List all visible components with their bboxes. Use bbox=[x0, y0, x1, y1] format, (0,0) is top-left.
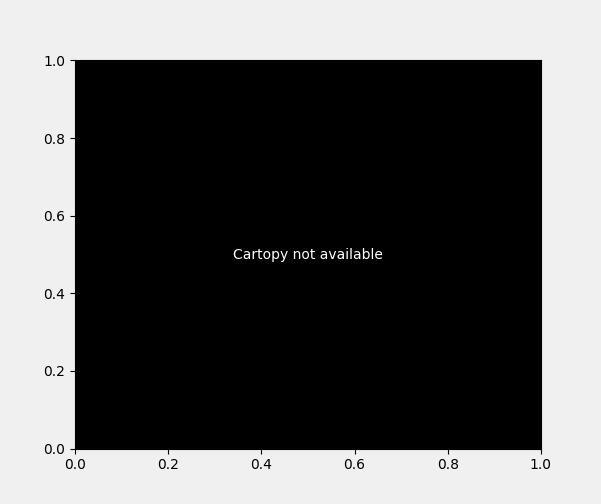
Text: Cartopy not available: Cartopy not available bbox=[233, 247, 383, 262]
